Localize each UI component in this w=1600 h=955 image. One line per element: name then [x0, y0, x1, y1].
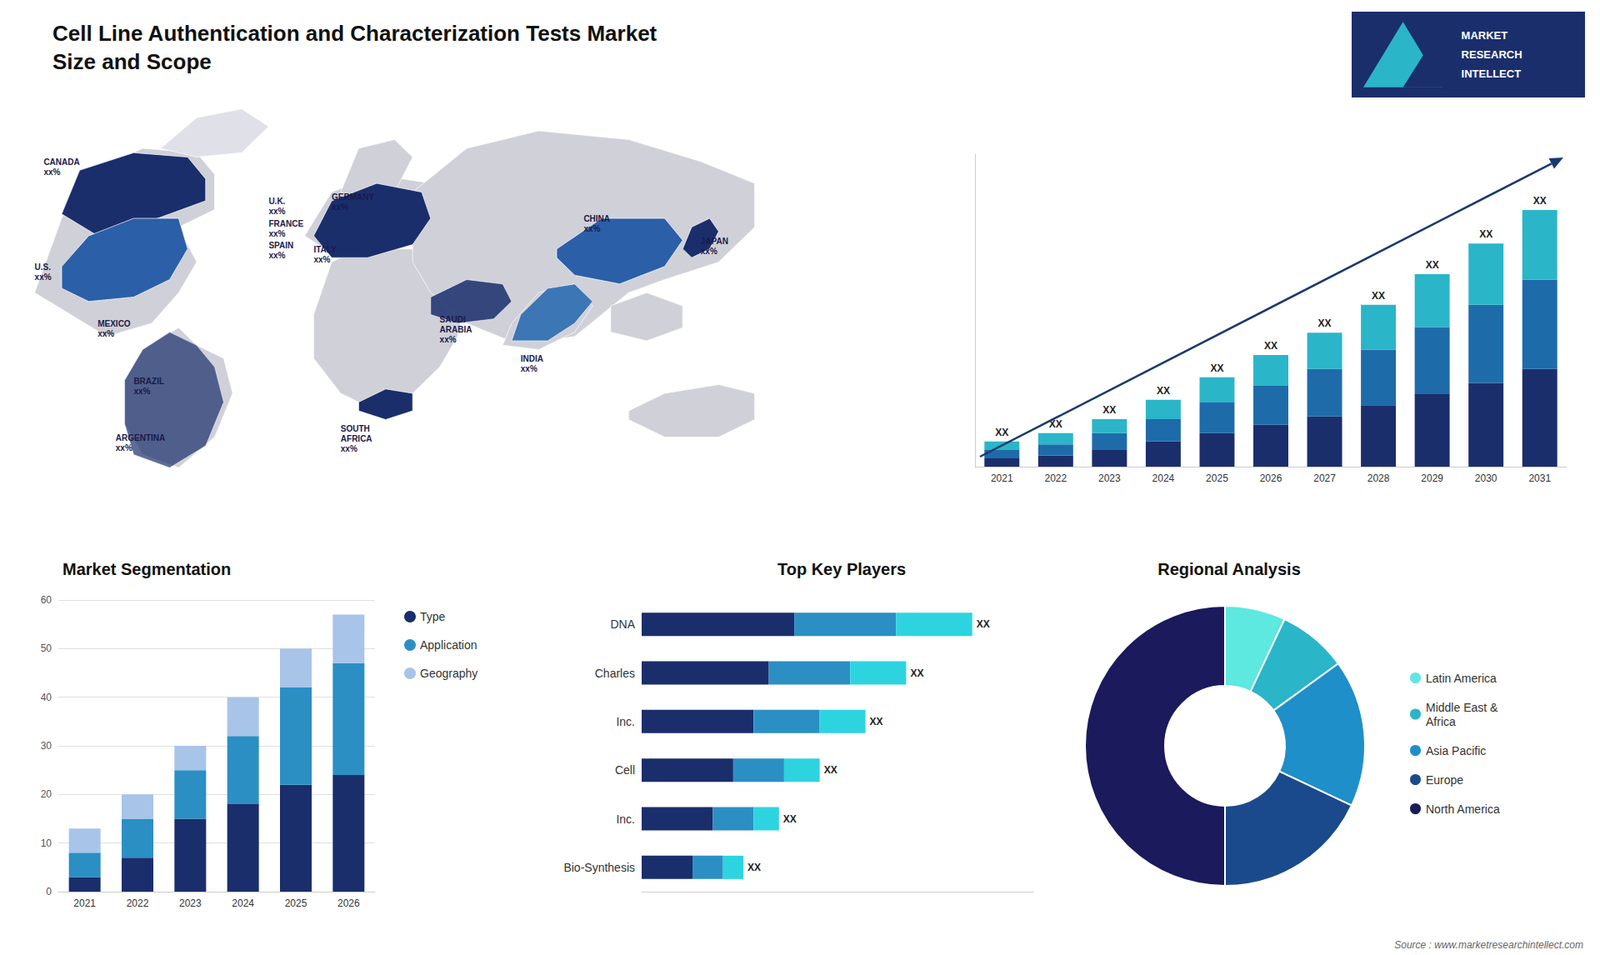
- svg-text:xx%: xx%: [97, 329, 115, 339]
- svg-text:XX: XX: [783, 813, 797, 825]
- svg-text:CANADA: CANADA: [43, 157, 80, 167]
- svg-text:2021: 2021: [990, 472, 1014, 485]
- svg-text:U.K.: U.K.: [268, 196, 285, 206]
- svg-text:ARABIA: ARABIA: [440, 325, 473, 335]
- svg-text:Middle East &: Middle East &: [1425, 700, 1499, 715]
- svg-text:Application: Application: [420, 638, 478, 652]
- svg-text:Cell Line Authentication and C: Cell Line Authentication and Characteriz…: [52, 20, 658, 46]
- svg-text:DNA: DNA: [610, 617, 635, 631]
- svg-text:ITALY: ITALY: [313, 245, 337, 255]
- svg-text:BRAZIL: BRAZIL: [133, 376, 165, 386]
- svg-text:2029: 2029: [1420, 472, 1444, 485]
- svg-text:2022: 2022: [126, 897, 150, 910]
- svg-text:XX: XX: [1318, 317, 1332, 330]
- svg-text:AFRICA: AFRICA: [340, 434, 373, 444]
- svg-text:2023: 2023: [1098, 472, 1121, 485]
- svg-text:xx%: xx%: [440, 335, 457, 345]
- svg-text:2027: 2027: [1313, 472, 1336, 485]
- svg-text:INTELLECT: INTELLECT: [1461, 67, 1522, 80]
- svg-text:xx%: xx%: [115, 443, 133, 453]
- svg-text:xx%: xx%: [268, 250, 285, 260]
- svg-text:2031: 2031: [1528, 472, 1551, 485]
- svg-text:FRANCE: FRANCE: [268, 219, 304, 229]
- svg-text:U.S.: U.S.: [35, 262, 52, 272]
- svg-text:10: 10: [40, 837, 53, 850]
- svg-text:Inc.: Inc.: [615, 812, 635, 826]
- svg-text:2022: 2022: [1044, 472, 1067, 485]
- svg-text:xx%: xx%: [268, 206, 285, 216]
- svg-text:SAUDI: SAUDI: [440, 315, 466, 325]
- svg-text:Latin America: Latin America: [1425, 671, 1497, 685]
- svg-text:50: 50: [40, 642, 53, 655]
- svg-text:0: 0: [45, 885, 52, 898]
- svg-text:ARGENTINA: ARGENTINA: [115, 433, 165, 443]
- svg-text:Europe: Europe: [1425, 773, 1464, 787]
- svg-text:JAPAN: JAPAN: [700, 236, 729, 246]
- svg-text:Top Key Players: Top Key Players: [777, 560, 906, 579]
- svg-text:XX: XX: [1371, 290, 1385, 302]
- svg-text:Charles: Charles: [595, 666, 635, 680]
- svg-text:xx%: xx%: [268, 229, 285, 239]
- svg-text:xx%: xx%: [43, 167, 60, 177]
- svg-text:xx%: xx%: [331, 202, 349, 212]
- svg-text:Geography: Geography: [420, 666, 478, 680]
- svg-text:XX: XX: [870, 715, 884, 728]
- svg-text:Asia Pacific: Asia Pacific: [1425, 744, 1486, 758]
- svg-text:xx%: xx%: [520, 364, 538, 374]
- svg-text:XX: XX: [824, 764, 838, 776]
- svg-text:2026: 2026: [337, 897, 360, 910]
- svg-text:Size and Scope: Size and Scope: [52, 49, 212, 75]
- svg-text:2024: 2024: [1152, 472, 1175, 485]
- svg-text:Bio-Synthesis: Bio-Synthesis: [563, 860, 635, 875]
- svg-text:CHINA: CHINA: [583, 214, 610, 224]
- svg-text:XX: XX: [1479, 228, 1493, 240]
- svg-text:Regional Analysis: Regional Analysis: [1157, 560, 1301, 579]
- svg-text:XX: XX: [1102, 404, 1116, 416]
- svg-text:2026: 2026: [1260, 472, 1283, 485]
- svg-text:30: 30: [40, 740, 53, 752]
- svg-text:XX: XX: [1210, 362, 1224, 375]
- svg-text:North America: North America: [1425, 802, 1500, 816]
- svg-text:2025: 2025: [1205, 472, 1229, 485]
- svg-text:Source : www.marketresearchint: Source : www.marketresearchintellect.com: [1394, 939, 1584, 951]
- svg-text:Inc.: Inc.: [615, 715, 635, 729]
- svg-text:XX: XX: [995, 426, 1009, 439]
- svg-text:2024: 2024: [231, 897, 255, 910]
- svg-text:xx%: xx%: [700, 246, 718, 256]
- svg-text:40: 40: [40, 691, 53, 704]
- svg-text:XX: XX: [1156, 385, 1170, 397]
- svg-text:XX: XX: [976, 618, 990, 630]
- svg-text:xx%: xx%: [133, 386, 150, 396]
- svg-text:INDIA: INDIA: [520, 354, 544, 364]
- svg-text:Type: Type: [420, 610, 446, 624]
- svg-text:XX: XX: [1533, 195, 1547, 207]
- svg-text:xx%: xx%: [583, 224, 600, 234]
- svg-text:XX: XX: [747, 861, 761, 874]
- svg-text:XX: XX: [1264, 340, 1278, 352]
- svg-text:20: 20: [40, 788, 53, 800]
- svg-text:60: 60: [40, 594, 53, 606]
- svg-text:xx%: xx%: [340, 444, 358, 454]
- svg-text:Africa: Africa: [1425, 715, 1456, 729]
- svg-text:GERMANY: GERMANY: [331, 192, 375, 202]
- svg-text:XX: XX: [910, 667, 924, 680]
- svg-text:Market Segmentation: Market Segmentation: [62, 560, 231, 579]
- svg-text:SOUTH: SOUTH: [340, 424, 370, 434]
- svg-text:2030: 2030: [1475, 472, 1498, 485]
- svg-text:XX: XX: [1425, 259, 1440, 271]
- svg-text:2023: 2023: [179, 897, 202, 910]
- svg-text:2021: 2021: [73, 897, 96, 910]
- svg-text:SPAIN: SPAIN: [268, 240, 294, 250]
- svg-text:MEXICO: MEXICO: [97, 319, 131, 329]
- svg-text:Cell: Cell: [615, 763, 635, 777]
- svg-text:XX: XX: [1049, 418, 1063, 430]
- svg-text:RESEARCH: RESEARCH: [1461, 48, 1523, 61]
- svg-text:xx%: xx%: [35, 272, 52, 282]
- svg-text:MARKET: MARKET: [1461, 29, 1509, 42]
- svg-text:2028: 2028: [1367, 472, 1390, 485]
- svg-text:xx%: xx%: [313, 255, 330, 265]
- svg-text:2025: 2025: [285, 897, 308, 910]
